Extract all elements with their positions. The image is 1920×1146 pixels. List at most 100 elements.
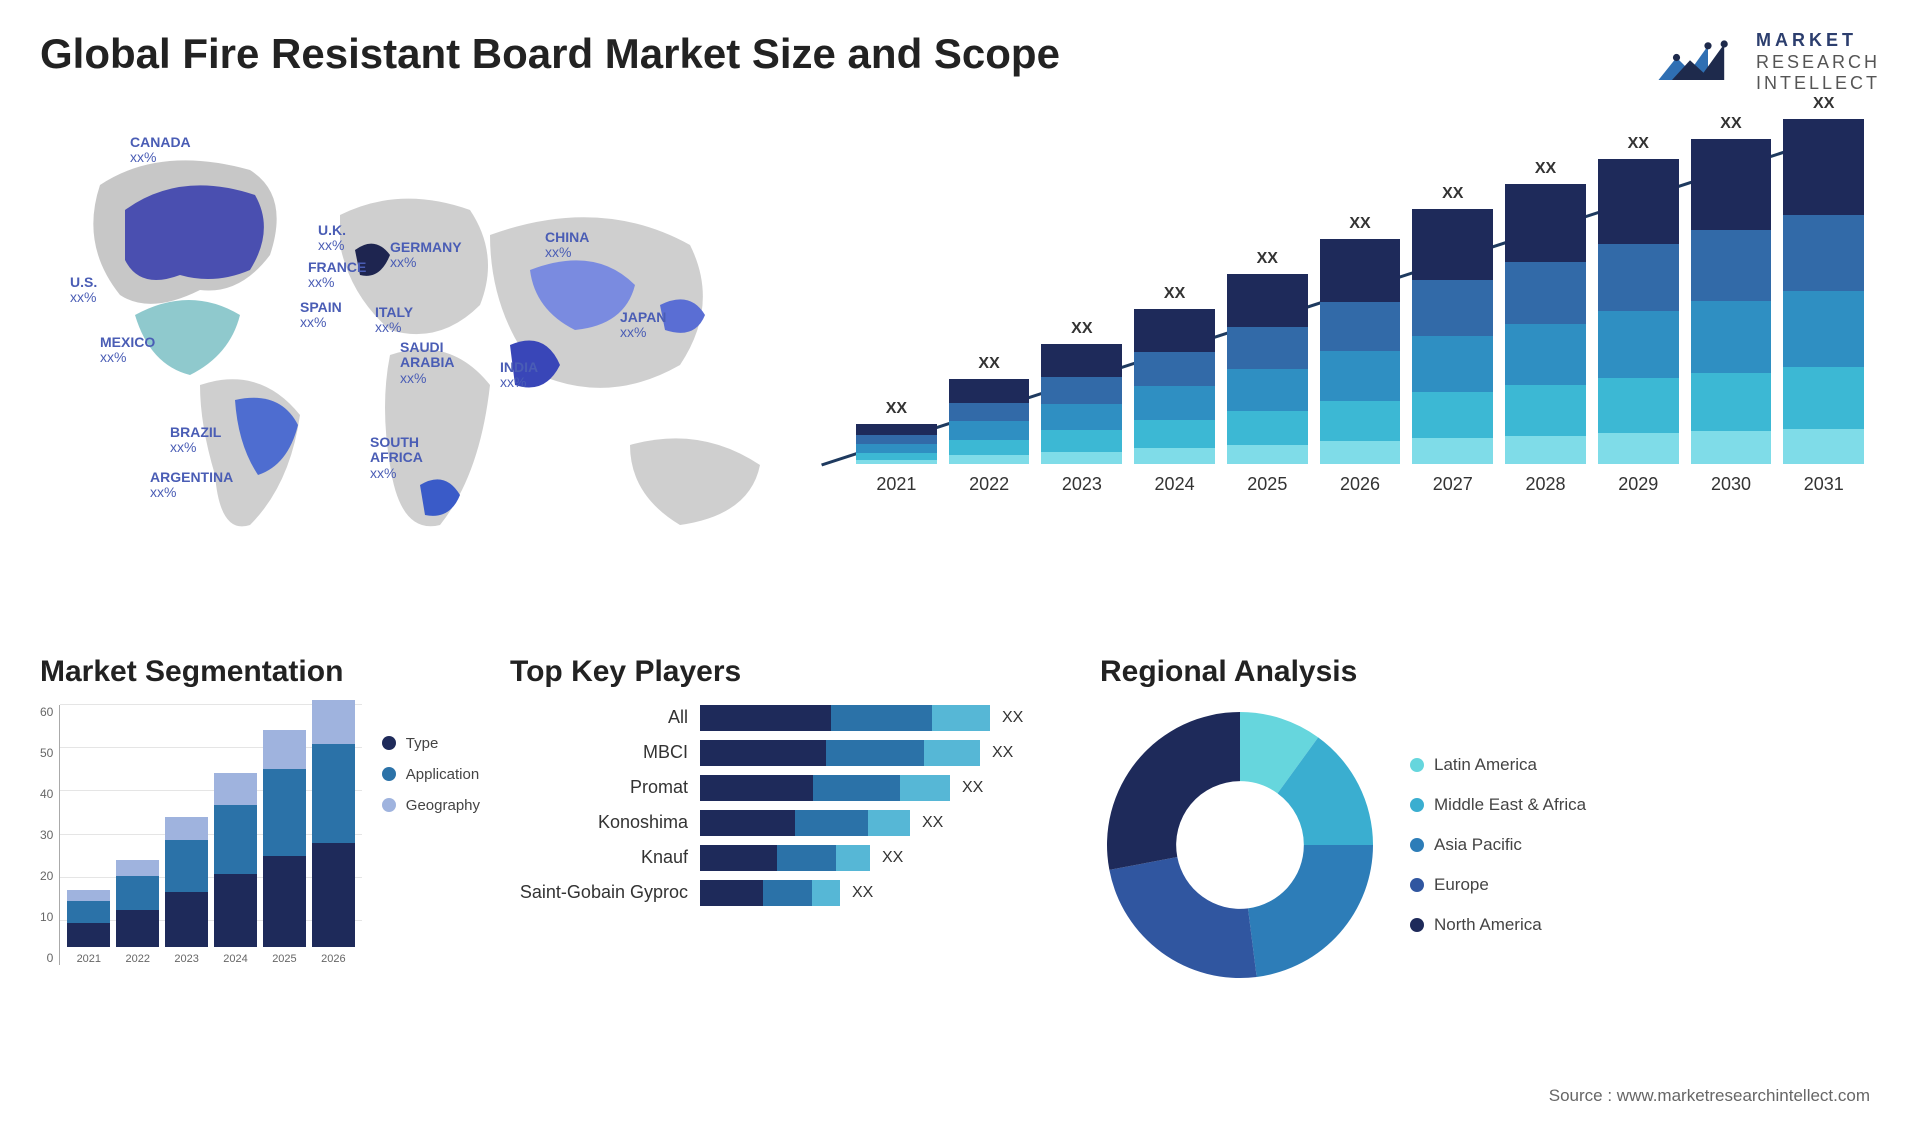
player-name: MBCI — [510, 742, 700, 763]
bar-year-label: 2024 — [1155, 474, 1195, 495]
bar-segment — [1041, 430, 1122, 452]
map-label-china: CHINAxx% — [545, 230, 589, 261]
legend-swatch — [1410, 838, 1424, 852]
legend-swatch — [1410, 918, 1424, 932]
bar-segment — [949, 440, 1030, 455]
bar-value-label: XX — [1164, 285, 1185, 303]
legend-label: Type — [406, 735, 439, 752]
bar-segment — [1783, 215, 1864, 291]
seg-bar-segment — [263, 856, 306, 947]
seg-bar-segment — [312, 744, 355, 843]
seg-axis-tick: 20 — [40, 869, 53, 883]
player-row: All XX — [510, 705, 1070, 731]
seg-bar-segment — [312, 700, 355, 744]
regional-legend-item: Middle East & Africa — [1410, 795, 1586, 815]
seg-y-axis: 6050403020100 — [40, 705, 59, 965]
player-row: MBCIXX — [510, 740, 1070, 766]
player-bar-segment — [826, 740, 924, 766]
bar-segment — [1505, 324, 1586, 386]
main-bar-2023: XX 2023 — [1041, 320, 1122, 495]
legend-swatch — [1410, 758, 1424, 772]
bar-value-label: XX — [1349, 215, 1370, 233]
seg-bar-segment — [67, 890, 110, 900]
player-value: XX — [1002, 709, 1023, 727]
map-label-canada: CANADAxx% — [130, 135, 191, 166]
bar-segment — [856, 435, 937, 444]
bar-value-label: XX — [1071, 320, 1092, 338]
player-bar-segment — [868, 810, 910, 836]
player-bar-segment — [700, 775, 813, 801]
logo-line2: RESEARCH — [1756, 52, 1880, 74]
player-bar-segment — [700, 880, 763, 906]
bar-segment — [1598, 159, 1679, 244]
player-bar-segment — [777, 845, 837, 871]
seg-bar-segment — [263, 769, 306, 856]
player-bar-segment — [700, 810, 795, 836]
seg-axis-tick: 10 — [40, 910, 53, 924]
bar-segment — [1412, 392, 1493, 438]
player-value: XX — [922, 814, 943, 832]
bar-year-label: 2021 — [876, 474, 916, 495]
bar-segment — [1320, 239, 1401, 302]
bar-segment — [1505, 436, 1586, 464]
regional-legend-item: Latin America — [1410, 755, 1586, 775]
bar-segment — [856, 453, 937, 460]
bar-segment — [1134, 420, 1215, 448]
bar-value-label: XX — [1813, 95, 1834, 113]
bar-segment — [856, 444, 937, 453]
player-name: All — [510, 707, 700, 728]
seg-bar-year: 2021 — [77, 953, 101, 965]
seg-bar-year: 2023 — [174, 953, 198, 965]
seg-bar-segment — [214, 773, 257, 804]
seg-legend-item: Application — [382, 766, 480, 783]
bar-segment — [1320, 351, 1401, 401]
seg-bar-segment — [263, 730, 306, 769]
bar-year-label: 2028 — [1525, 474, 1565, 495]
seg-bar-year: 2025 — [272, 953, 296, 965]
bar-value-label: XX — [1628, 135, 1649, 153]
donut-slice — [1107, 712, 1240, 870]
player-row: Saint-Gobain Gyproc XX — [510, 880, 1070, 906]
bar-year-label: 2030 — [1711, 474, 1751, 495]
bar-segment — [949, 421, 1030, 440]
seg-axis-tick: 0 — [47, 951, 54, 965]
bar-segment — [1783, 291, 1864, 367]
bar-segment — [949, 379, 1030, 403]
regional-legend: Latin America Middle East & Africa Asia Pa… — [1410, 755, 1586, 935]
bar-segment — [1227, 369, 1308, 411]
main-bar-2021: XX2021 — [856, 400, 937, 495]
map-label-saudiarabia: SAUDIARABIAxx% — [400, 340, 454, 386]
player-name: Saint-Gobain Gyproc — [510, 882, 700, 903]
seg-bar-year: 2026 — [321, 953, 345, 965]
seg-bar-segment — [312, 843, 355, 947]
brand-logo: MARKET RESEARCH INTELLECT — [1654, 30, 1880, 95]
bar-year-label: 2023 — [1062, 474, 1102, 495]
player-bar-segment — [763, 880, 812, 906]
bar-segment — [856, 424, 937, 435]
bar-segment — [1227, 327, 1308, 369]
legend-label: Middle East & Africa — [1434, 795, 1586, 815]
bar-segment — [1041, 452, 1122, 464]
player-bar-segment — [924, 740, 980, 766]
map-label-southafrica: SOUTHAFRICAxx% — [370, 435, 423, 481]
main-bar-2030: XX2030 — [1691, 115, 1772, 495]
key-players-panel: Top Key Players AllXXMBCIXXPromatXXKonos… — [510, 655, 1070, 1005]
map-label-spain: SPAINxx% — [300, 300, 342, 331]
map-label-mexico: MEXICOxx% — [100, 335, 155, 366]
seg-legend: TypeApplicationGeography — [382, 705, 480, 1005]
seg-bar-segment — [165, 817, 208, 840]
bar-year-label: 2029 — [1618, 474, 1658, 495]
legend-label: Asia Pacific — [1434, 835, 1522, 855]
seg-bar-segment — [116, 910, 159, 946]
bar-segment — [1320, 441, 1401, 464]
map-label-brazil: BRAZILxx% — [170, 425, 221, 456]
player-value: XX — [852, 884, 873, 902]
map-label-argentina: ARGENTINAxx% — [150, 470, 233, 501]
logo-line1: MARKET — [1756, 30, 1880, 52]
map-label-germany: GERMANYxx% — [390, 240, 462, 271]
bar-value-label: XX — [1442, 185, 1463, 203]
donut-slice — [1109, 857, 1256, 978]
map-label-france: FRANCExx% — [308, 260, 366, 291]
bar-segment — [1412, 438, 1493, 464]
legend-label: Latin America — [1434, 755, 1537, 775]
